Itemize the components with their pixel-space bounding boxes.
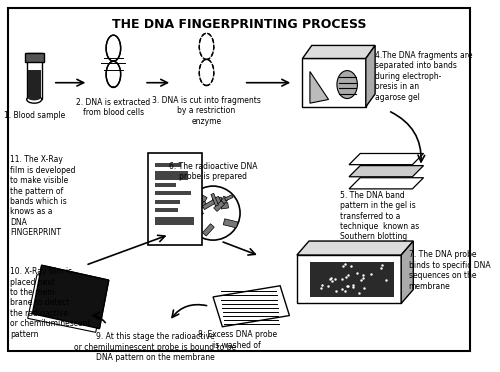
- Polygon shape: [297, 241, 414, 255]
- Polygon shape: [156, 200, 180, 204]
- Polygon shape: [302, 45, 375, 58]
- Text: 4.The DNA fragments are
separated into bands
during electroph-
oresis in an
agar: 4.The DNA fragments are separated into b…: [375, 51, 472, 102]
- Polygon shape: [148, 154, 202, 245]
- Polygon shape: [202, 224, 214, 236]
- Polygon shape: [302, 58, 366, 107]
- Polygon shape: [202, 199, 215, 209]
- Polygon shape: [310, 71, 328, 103]
- Polygon shape: [156, 163, 182, 167]
- Polygon shape: [156, 217, 194, 225]
- Text: 10. X-Ray film is
placed next
to the mem-
brane to detect
the radioactive
or che: 10. X-Ray film is placed next to the mem…: [10, 267, 90, 339]
- Polygon shape: [310, 262, 394, 297]
- Polygon shape: [156, 191, 190, 195]
- Polygon shape: [349, 166, 424, 177]
- Polygon shape: [156, 208, 178, 212]
- Text: THE DNA FINGERPRINTING PROCESS: THE DNA FINGERPRINTING PROCESS: [112, 19, 366, 32]
- Polygon shape: [190, 225, 201, 236]
- Polygon shape: [401, 241, 413, 304]
- Polygon shape: [349, 178, 424, 189]
- Polygon shape: [224, 195, 233, 201]
- Text: 6. The radioactive DNA
probe is prepared: 6. The radioactive DNA probe is prepared: [169, 162, 258, 182]
- Polygon shape: [25, 53, 44, 62]
- Text: 2. DNA is extracted
from blood cells: 2. DNA is extracted from blood cells: [76, 97, 150, 117]
- Ellipse shape: [186, 186, 240, 240]
- Polygon shape: [211, 193, 218, 206]
- Polygon shape: [224, 219, 238, 228]
- Polygon shape: [27, 53, 42, 99]
- Polygon shape: [156, 183, 176, 187]
- Polygon shape: [32, 265, 108, 328]
- Polygon shape: [194, 191, 207, 202]
- Polygon shape: [196, 201, 207, 210]
- Text: 1. Blood sample: 1. Blood sample: [4, 110, 65, 120]
- Text: 3. DNA is cut into fragments
by a restriction
enzyme: 3. DNA is cut into fragments by a restri…: [152, 96, 261, 125]
- Polygon shape: [194, 208, 203, 217]
- Polygon shape: [32, 265, 108, 328]
- Polygon shape: [219, 196, 228, 208]
- Text: 5. The DNA band
pattern in the gel is
transferred to a
technique  known as
South: 5. The DNA band pattern in the gel is tr…: [340, 191, 419, 241]
- Ellipse shape: [28, 95, 40, 100]
- Text: 7. The DNA probe
binds to specific DNA
sequences on the
membrane: 7. The DNA probe binds to specific DNA s…: [408, 250, 490, 291]
- Polygon shape: [349, 154, 424, 165]
- Text: 11. The X-Ray
film is developed
to make visible
the pattern of
bands which is
kn: 11. The X-Ray film is developed to make …: [10, 155, 76, 237]
- Text: 9. At this stage the radioactive
or chemiluminescent probe is bound to be
DNA pa: 9. At this stage the radioactive or chem…: [74, 332, 236, 362]
- Polygon shape: [212, 197, 222, 202]
- Ellipse shape: [27, 96, 42, 103]
- Polygon shape: [212, 196, 222, 205]
- Polygon shape: [28, 70, 40, 97]
- Ellipse shape: [337, 71, 357, 99]
- Polygon shape: [366, 45, 375, 107]
- Text: 8. Excess DNA probe
is washed of: 8. Excess DNA probe is washed of: [198, 330, 277, 350]
- Polygon shape: [28, 275, 105, 332]
- Polygon shape: [214, 201, 224, 211]
- Polygon shape: [297, 255, 401, 304]
- Polygon shape: [213, 286, 290, 327]
- Polygon shape: [220, 203, 228, 209]
- Polygon shape: [156, 171, 188, 180]
